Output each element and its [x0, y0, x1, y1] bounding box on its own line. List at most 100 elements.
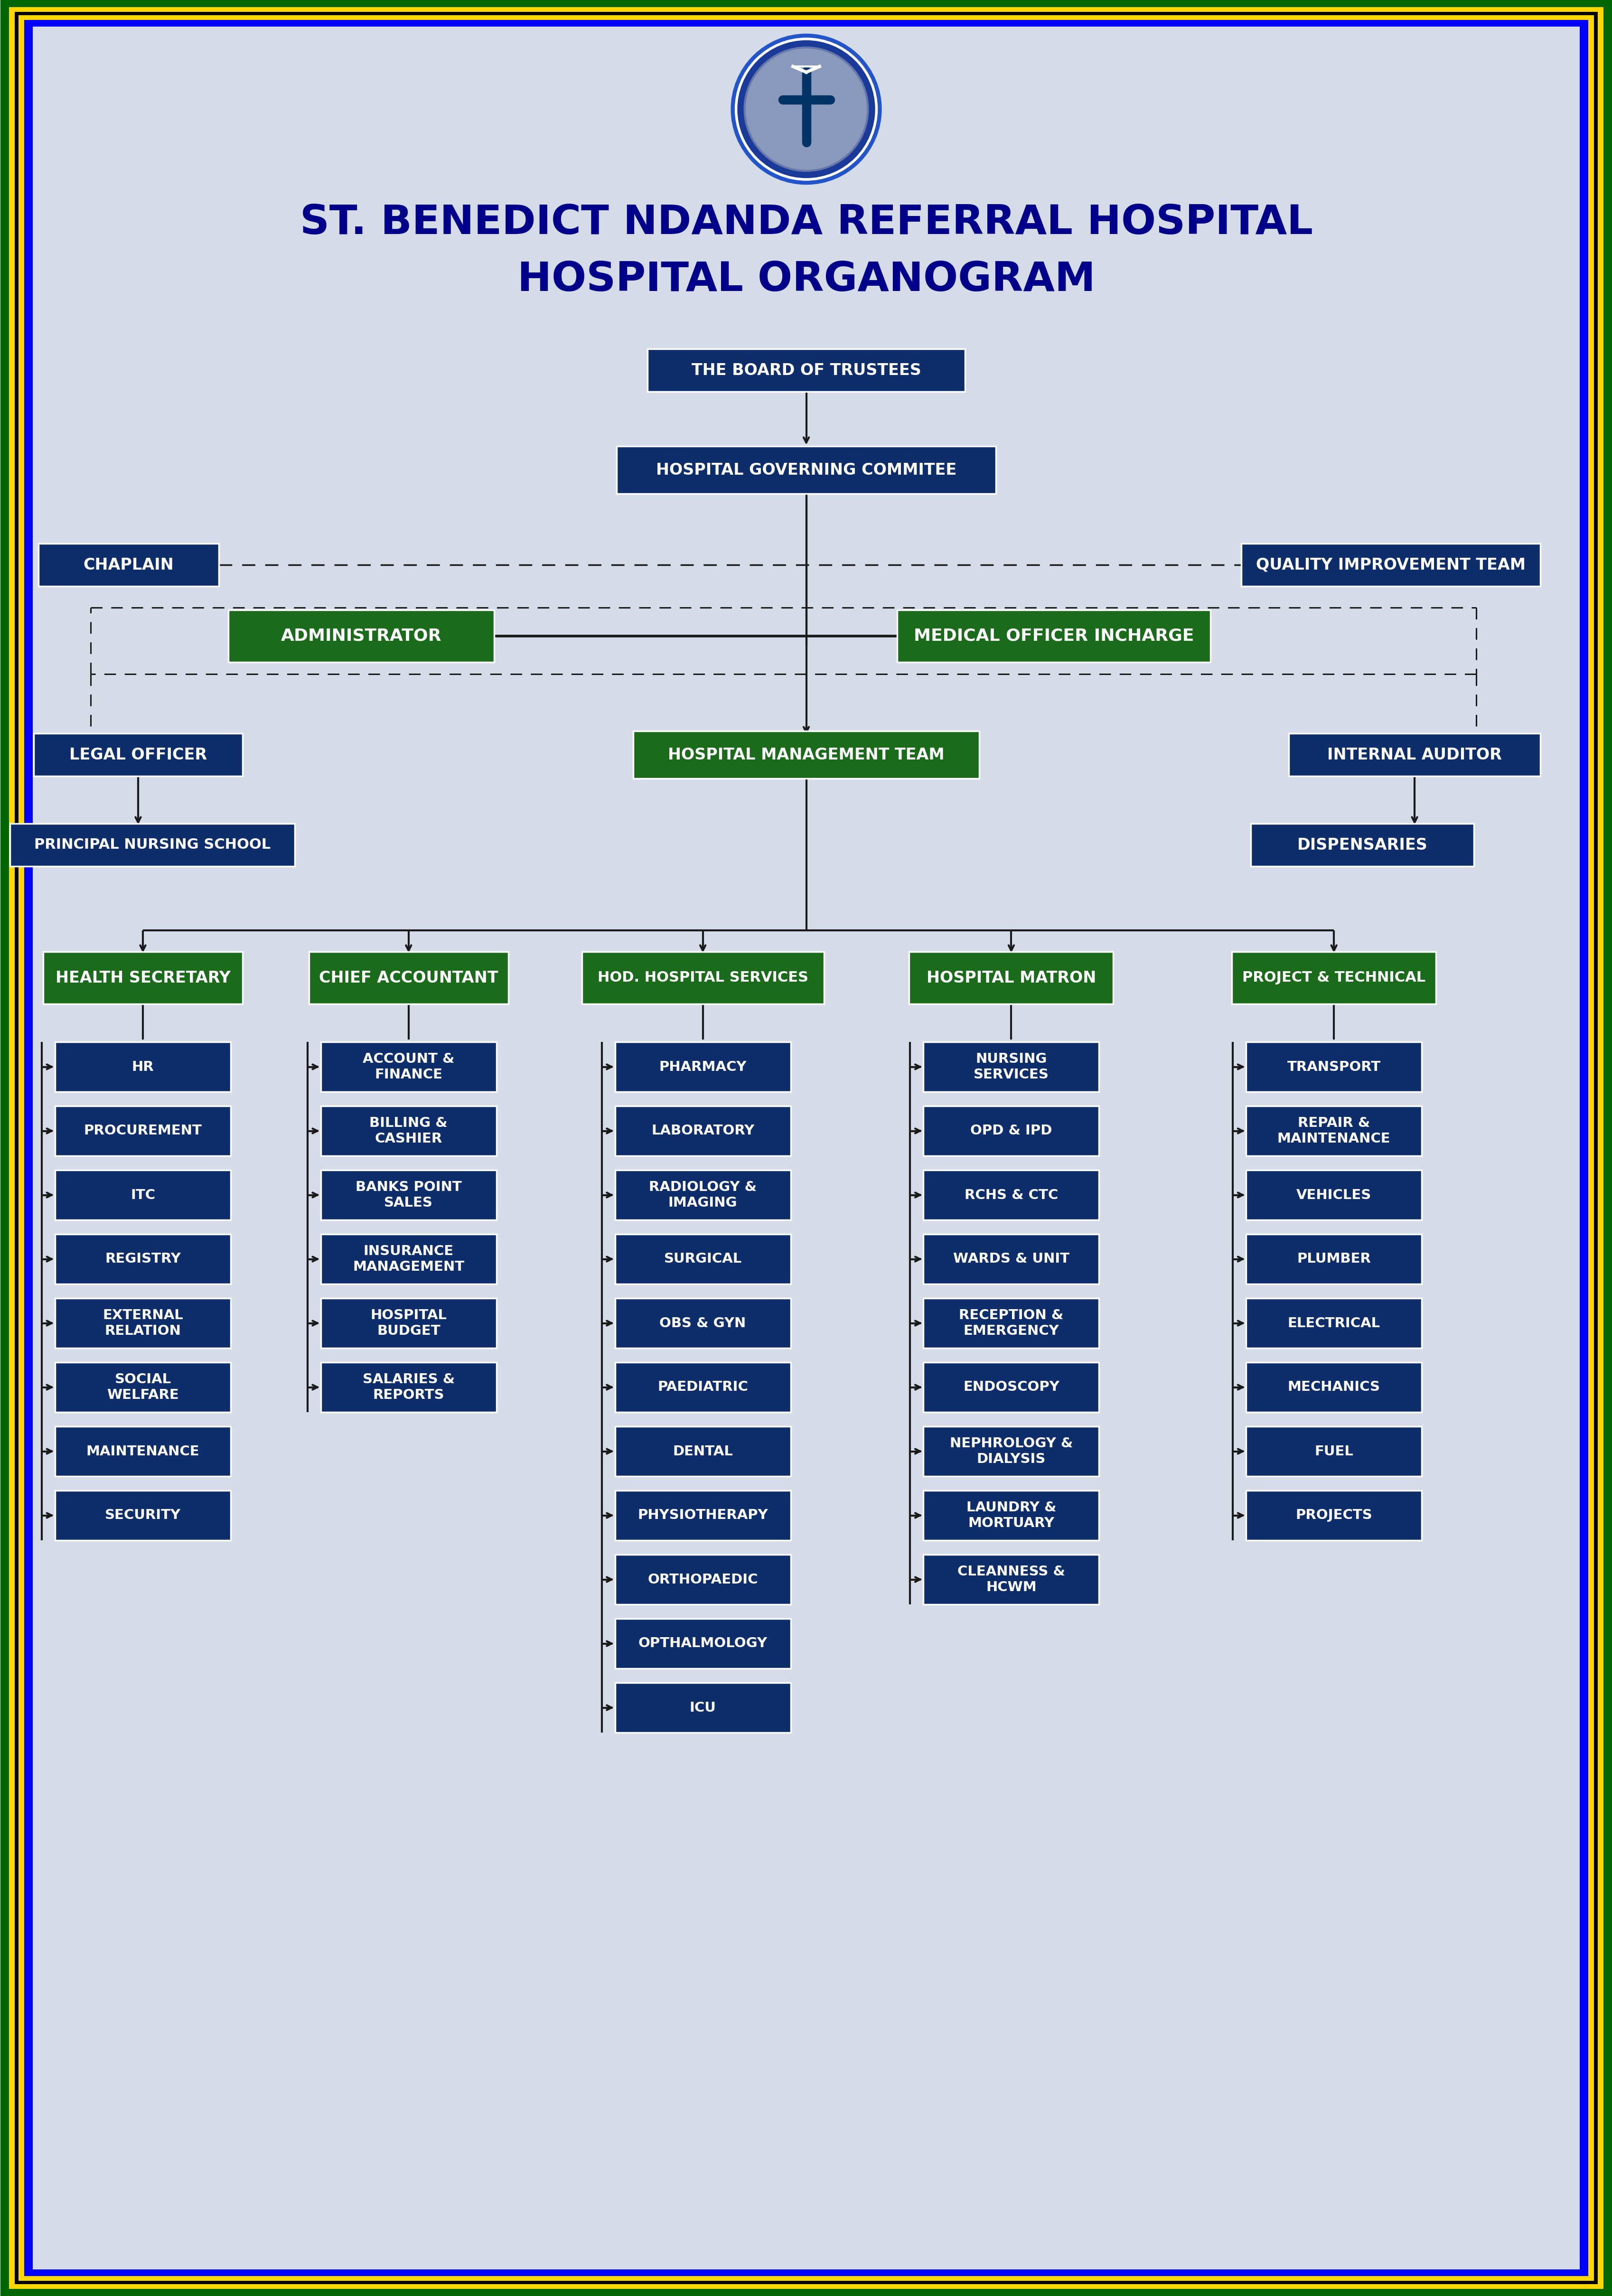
FancyBboxPatch shape [1251, 824, 1473, 866]
FancyBboxPatch shape [616, 1490, 790, 1541]
FancyBboxPatch shape [1246, 1362, 1422, 1412]
Text: QUALITY IMPROVEMENT TEAM: QUALITY IMPROVEMENT TEAM [1256, 558, 1525, 572]
Text: NURSING
SERVICES: NURSING SERVICES [974, 1052, 1049, 1081]
FancyBboxPatch shape [321, 1235, 496, 1283]
FancyBboxPatch shape [1246, 1107, 1422, 1155]
Text: HOSPITAL MANAGEMENT TEAM: HOSPITAL MANAGEMENT TEAM [667, 746, 945, 762]
Text: DISPENSARIES: DISPENSARIES [1298, 838, 1428, 852]
FancyBboxPatch shape [616, 1619, 790, 1669]
FancyBboxPatch shape [1232, 953, 1436, 1003]
FancyBboxPatch shape [1246, 1490, 1422, 1541]
Text: BANKS POINT
SALES: BANKS POINT SALES [356, 1180, 461, 1210]
Text: CHIEF ACCOUNTANT: CHIEF ACCOUNTANT [319, 969, 498, 985]
Text: LEGAL OFFICER: LEGAL OFFICER [69, 746, 206, 762]
Text: HOSPITAL GOVERNING COMMITEE: HOSPITAL GOVERNING COMMITEE [656, 461, 956, 478]
FancyBboxPatch shape [924, 1297, 1099, 1348]
FancyBboxPatch shape [55, 1171, 231, 1219]
FancyBboxPatch shape [924, 1235, 1099, 1283]
FancyBboxPatch shape [321, 1171, 496, 1219]
Text: ELECTRICAL: ELECTRICAL [1288, 1316, 1380, 1329]
Circle shape [745, 48, 867, 170]
Text: ST. BENEDICT NDANDA REFERRAL HOSPITAL: ST. BENEDICT NDANDA REFERRAL HOSPITAL [300, 204, 1312, 243]
Text: ENDOSCOPY: ENDOSCOPY [962, 1380, 1059, 1394]
Text: ADMINISTRATOR: ADMINISTRATOR [280, 629, 442, 645]
Text: WARDS & UNIT: WARDS & UNIT [953, 1251, 1069, 1265]
Text: PHARMACY: PHARMACY [659, 1061, 746, 1075]
Text: BILLING &
CASHIER: BILLING & CASHIER [369, 1116, 448, 1146]
Text: SOCIAL
WELFARE: SOCIAL WELFARE [106, 1373, 179, 1403]
Text: FUEL: FUEL [1314, 1444, 1354, 1458]
Text: HOD. HOSPITAL SERVICES: HOD. HOSPITAL SERVICES [598, 971, 808, 985]
FancyBboxPatch shape [924, 1426, 1099, 1476]
Circle shape [733, 37, 880, 184]
Text: OPD & IPD: OPD & IPD [970, 1125, 1053, 1137]
Text: NEPHROLOGY &
DIALYSIS: NEPHROLOGY & DIALYSIS [949, 1437, 1072, 1465]
FancyBboxPatch shape [616, 1554, 790, 1605]
FancyBboxPatch shape [616, 1171, 790, 1219]
FancyBboxPatch shape [924, 1171, 1099, 1219]
Text: HR: HR [132, 1061, 153, 1075]
FancyBboxPatch shape [616, 1683, 790, 1733]
Text: SALARIES &
REPORTS: SALARIES & REPORTS [363, 1373, 455, 1403]
Text: REPAIR &
MAINTENANCE: REPAIR & MAINTENANCE [1277, 1116, 1391, 1146]
Text: PROCUREMENT: PROCUREMENT [84, 1125, 202, 1137]
Text: SURGICAL: SURGICAL [664, 1251, 742, 1265]
Text: PROJECT & TECHNICAL: PROJECT & TECHNICAL [1243, 971, 1425, 985]
FancyBboxPatch shape [310, 953, 508, 1003]
Text: REGISTRY: REGISTRY [105, 1251, 181, 1265]
FancyBboxPatch shape [321, 1042, 496, 1093]
FancyBboxPatch shape [924, 1042, 1099, 1093]
Text: TRANSPORT: TRANSPORT [1286, 1061, 1381, 1075]
FancyBboxPatch shape [1246, 1171, 1422, 1219]
FancyBboxPatch shape [229, 611, 493, 661]
FancyBboxPatch shape [924, 1362, 1099, 1412]
Text: ORTHOPAEDIC: ORTHOPAEDIC [648, 1573, 758, 1587]
Text: MAINTENANCE: MAINTENANCE [85, 1444, 200, 1458]
Text: HOSPITAL ORGANOGRAM: HOSPITAL ORGANOGRAM [517, 259, 1095, 301]
FancyBboxPatch shape [55, 1490, 231, 1541]
FancyBboxPatch shape [898, 611, 1211, 661]
FancyBboxPatch shape [616, 445, 996, 494]
Text: HOSPITAL
BUDGET: HOSPITAL BUDGET [371, 1309, 447, 1339]
Text: RADIOLOGY &
IMAGING: RADIOLOGY & IMAGING [650, 1180, 756, 1210]
FancyBboxPatch shape [321, 1362, 496, 1412]
Text: HEALTH SECRETARY: HEALTH SECRETARY [55, 969, 231, 985]
FancyBboxPatch shape [582, 953, 824, 1003]
Text: PLUMBER: PLUMBER [1298, 1251, 1370, 1265]
FancyBboxPatch shape [55, 1297, 231, 1348]
FancyBboxPatch shape [44, 953, 242, 1003]
Text: PROJECTS: PROJECTS [1296, 1508, 1372, 1522]
FancyBboxPatch shape [1290, 732, 1541, 776]
Text: EXTERNAL
RELATION: EXTERNAL RELATION [103, 1309, 184, 1339]
FancyBboxPatch shape [924, 1490, 1099, 1541]
FancyBboxPatch shape [1246, 1235, 1422, 1283]
Text: LABORATORY: LABORATORY [651, 1125, 754, 1137]
FancyBboxPatch shape [616, 1107, 790, 1155]
Text: INSURANCE
MANAGEMENT: INSURANCE MANAGEMENT [353, 1244, 464, 1274]
Text: SECURITY: SECURITY [105, 1508, 181, 1522]
Text: PHYSIOTHERAPY: PHYSIOTHERAPY [638, 1508, 767, 1522]
FancyBboxPatch shape [924, 1554, 1099, 1605]
Text: ACCOUNT &
FINANCE: ACCOUNT & FINANCE [363, 1052, 455, 1081]
FancyBboxPatch shape [55, 1235, 231, 1283]
Text: PRINCIPAL NURSING SCHOOL: PRINCIPAL NURSING SCHOOL [34, 838, 271, 852]
FancyBboxPatch shape [909, 953, 1114, 1003]
FancyBboxPatch shape [634, 730, 980, 778]
Text: DENTAL: DENTAL [672, 1444, 733, 1458]
Text: CLEANNESS &
HCWM: CLEANNESS & HCWM [958, 1566, 1066, 1593]
Text: OBS & GYN: OBS & GYN [659, 1316, 746, 1329]
Text: ITC: ITC [131, 1189, 155, 1201]
FancyBboxPatch shape [55, 1362, 231, 1412]
FancyBboxPatch shape [321, 1297, 496, 1348]
Text: RCHS & CTC: RCHS & CTC [964, 1189, 1057, 1201]
Text: RECEPTION &
EMERGENCY: RECEPTION & EMERGENCY [959, 1309, 1064, 1339]
FancyBboxPatch shape [616, 1362, 790, 1412]
FancyBboxPatch shape [616, 1042, 790, 1093]
FancyBboxPatch shape [10, 824, 295, 866]
FancyBboxPatch shape [924, 1107, 1099, 1155]
FancyBboxPatch shape [34, 732, 242, 776]
Text: VEHICLES: VEHICLES [1296, 1189, 1372, 1201]
FancyBboxPatch shape [1246, 1042, 1422, 1093]
FancyBboxPatch shape [1246, 1426, 1422, 1476]
Text: ICU: ICU [690, 1701, 716, 1715]
